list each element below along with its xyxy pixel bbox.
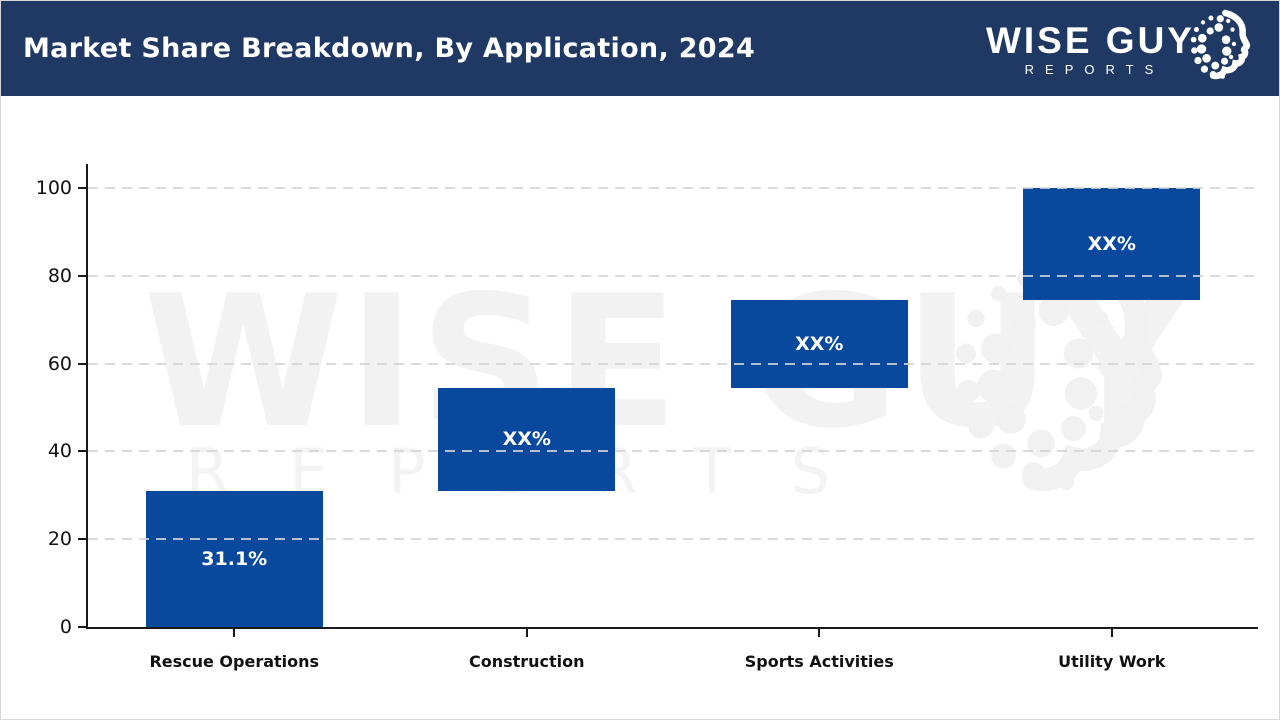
bar-construction: XX% <box>438 387 616 491</box>
gridline-100 <box>88 187 1258 190</box>
logo-subtext: REPORTS <box>1024 61 1165 77</box>
header-banner: Market Share Breakdown, By Application, … <box>1 1 1279 96</box>
watermark: WISE GUY REPORTS <box>1 96 1279 719</box>
logo-text: WISE GUY REPORTS <box>986 22 1195 76</box>
y-tick-label-80: 80 <box>47 264 72 287</box>
wise-guy-logo: WISE GUY REPORTS <box>986 9 1257 89</box>
plot-area: 0 20 40 60 80 100 31.1% Rescue Operations XX% Con… <box>36 164 1258 671</box>
y-axis-tick-60 <box>78 362 86 365</box>
x-axis-tick-2 <box>525 629 528 637</box>
y-tick-label-100: 100 <box>35 177 72 200</box>
page-title: Market Share Breakdown, By Application, … <box>23 33 756 64</box>
logo-wordmark: WISE GUY <box>985 19 1195 61</box>
bar-value-label: 31.1% <box>201 547 268 570</box>
x-tick-label-1: Rescue Operations <box>149 652 320 671</box>
y-axis-tick-20 <box>78 538 86 541</box>
chart-area: WISE GUY REPORTS 0 20 40 60 80 100 31.1% Rescue… <box>1 96 1279 719</box>
logo-face-icon <box>1190 9 1251 79</box>
y-tick-label-20: 20 <box>47 528 72 551</box>
bar-utility-work: XX% <box>1023 188 1201 301</box>
bar-sports-activities: XX% <box>730 300 908 388</box>
bar-value-label: XX% <box>1087 233 1136 256</box>
y-tick-label-60: 60 <box>47 352 72 375</box>
x-axis-tick-1 <box>233 629 236 637</box>
y-tick-label-40: 40 <box>47 440 72 463</box>
gridline-40 <box>88 450 1258 453</box>
y-axis-tick-80 <box>78 274 86 277</box>
y-tick-label-0: 0 <box>59 616 72 638</box>
gridline-20 <box>88 538 1258 541</box>
y-axis-tick-0 <box>78 626 86 628</box>
bar-rescue-operations: 31.1% <box>145 490 323 627</box>
y-axis-tick-40 <box>78 450 86 453</box>
y-axis-tick-100 <box>78 187 86 190</box>
x-tick-label-2: Construction <box>468 652 585 671</box>
x-tick-label-3: Sports Activities <box>744 652 894 671</box>
gridline-60 <box>88 362 1258 365</box>
bar-value-label: XX% <box>795 332 844 355</box>
bar-value-label: XX% <box>502 428 551 451</box>
x-tick-label-4: Utility Work <box>1058 652 1166 671</box>
x-axis-tick-3 <box>818 629 821 637</box>
x-axis-tick-4 <box>1110 629 1113 637</box>
gridline-80 <box>88 274 1258 277</box>
